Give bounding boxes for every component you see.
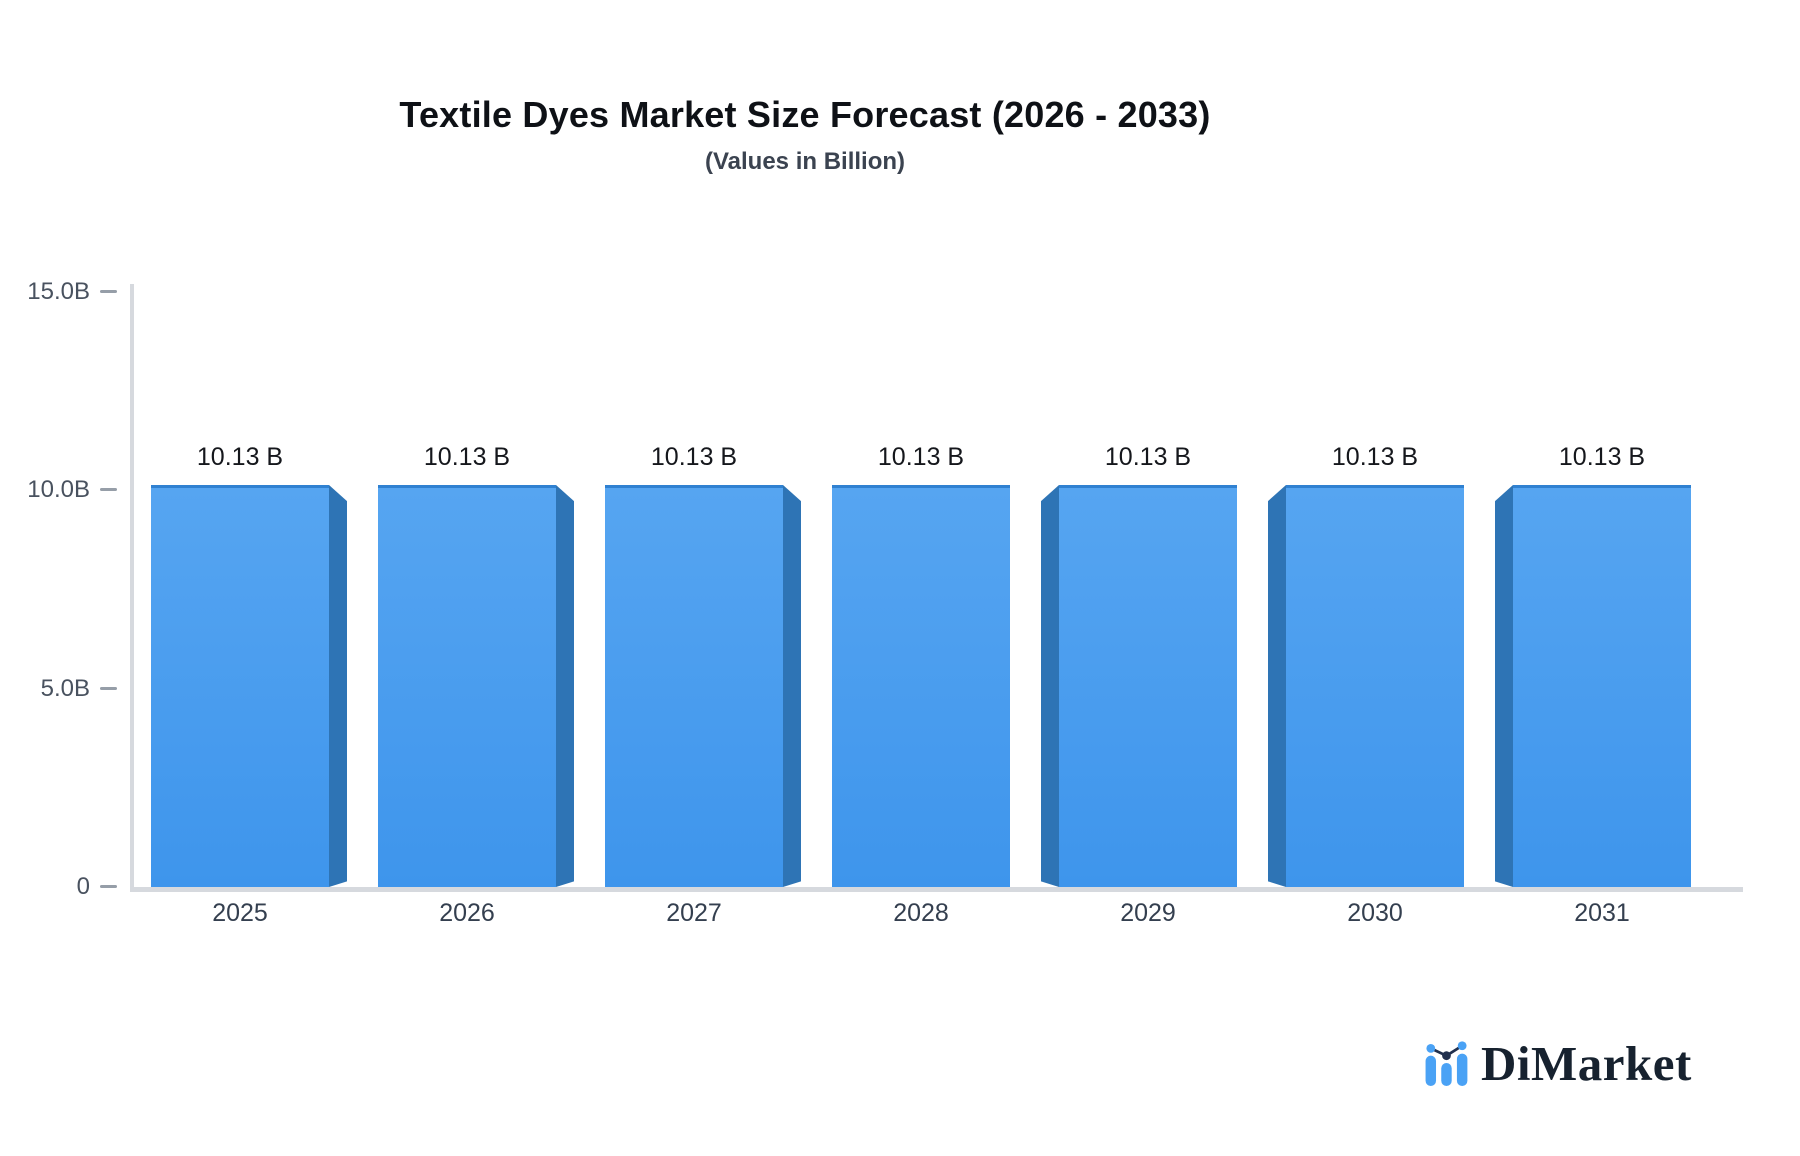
bar-value-label: 10.13 B [877,443,965,471]
bar-2030[interactable] [1268,485,1464,887]
bar-2025[interactable] [151,485,347,887]
bar-value-label: 10.13 B [650,443,738,471]
bar-2027[interactable] [605,485,801,887]
bar-chart-trend-icon [1425,1041,1468,1086]
x-axis-label-2030: 2030 [1347,899,1403,927]
bar-face[interactable] [151,485,329,887]
y-axis-line [130,284,134,887]
bar-face[interactable] [1513,485,1691,887]
bar-face[interactable] [1059,485,1237,887]
chart-subtitle: (Values in Billion) [704,148,906,175]
x-axis-label-2026: 2026 [439,899,495,927]
bar-2031[interactable] [1495,485,1691,887]
y-tick-label: 5.0B [40,674,90,702]
x-axis-line [130,887,1743,892]
bar-face[interactable] [832,485,1010,887]
y-tick-mark [100,290,117,293]
bar-value-label: 10.13 B [196,443,284,471]
bar-2028[interactable] [832,485,1010,887]
bar-value-label: 10.13 B [1104,443,1192,471]
x-axis-label-2028: 2028 [893,899,949,927]
bar-2026[interactable] [378,485,574,887]
y-tick-mark [100,686,117,690]
x-axis-label-2029: 2029 [1120,899,1176,927]
bar-value-label: 10.13 B [1558,443,1646,471]
dimarket-logo[interactable]: DiMarket [1424,1036,1692,1091]
bar-side-3d [1041,485,1059,887]
bar-face[interactable] [1286,485,1464,887]
bar-side-3d [1268,485,1286,887]
x-axis-label-2031: 2031 [1574,899,1630,927]
x-axis-label-2027: 2027 [666,899,722,927]
y-tick-label: 10.0B [27,476,90,504]
bar-side-3d [1495,485,1513,887]
bar-face[interactable] [378,485,556,887]
y-tick-mark [100,488,117,492]
y-tick-mark [100,885,117,888]
bar-2029[interactable] [1041,485,1237,887]
x-axis-label-2025: 2025 [212,899,268,927]
bar-side-3d [556,485,574,887]
bar-value-label: 10.13 B [423,443,511,471]
bar-side-3d [329,485,347,887]
bar-side-3d [783,485,801,887]
bar-value-label: 10.13 B [1331,443,1419,471]
chart-title: Textile Dyes Market Size Forecast (2026 … [399,94,1211,135]
dimarket-logo-text: DiMarket [1481,1036,1692,1091]
bar-face[interactable] [605,485,783,887]
y-tick-label: 15.0B [27,278,90,305]
y-tick-label: 0 [76,873,90,900]
